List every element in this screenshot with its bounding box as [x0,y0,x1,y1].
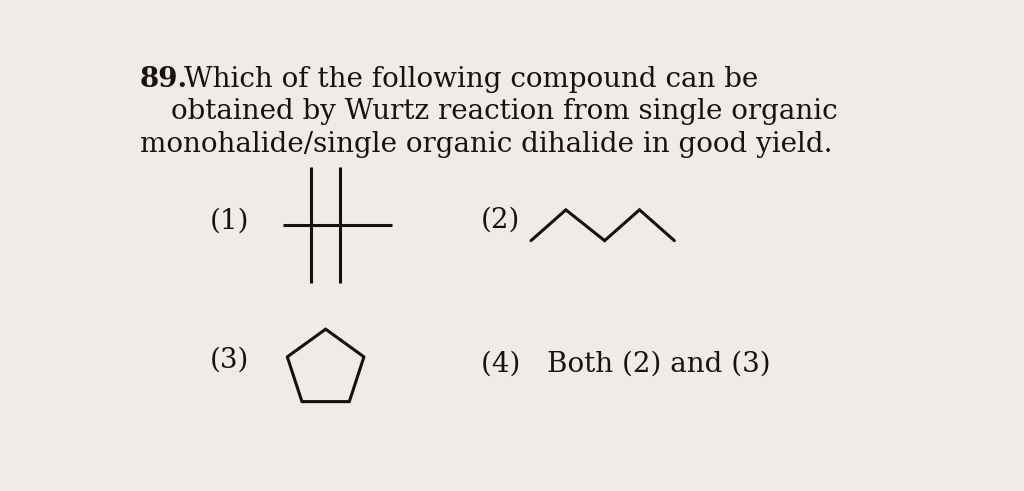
Text: Which of the following compound can be: Which of the following compound can be [183,66,758,93]
Text: (4)   Both (2) and (3): (4) Both (2) and (3) [480,351,770,378]
Text: obtained by Wurtz reaction from single organic: obtained by Wurtz reaction from single o… [171,98,838,125]
Text: (3): (3) [209,347,249,374]
Text: monohalide/single organic dihalide in good yield.: monohalide/single organic dihalide in go… [139,131,833,158]
Text: (1): (1) [209,208,249,235]
Text: 89.: 89. [139,66,187,93]
Text: (2): (2) [480,206,520,233]
